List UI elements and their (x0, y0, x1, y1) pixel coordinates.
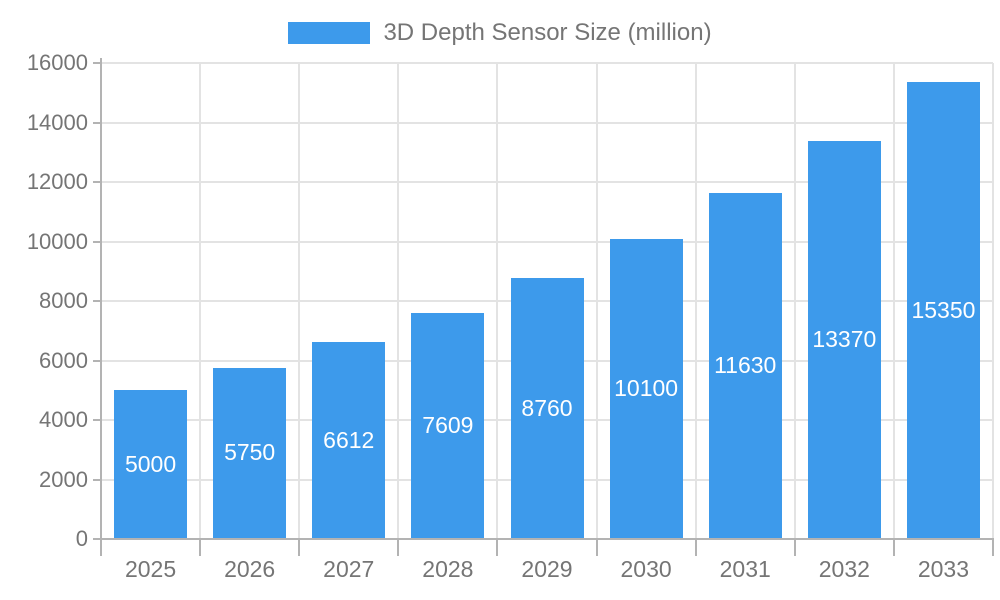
y-axis-tick (93, 538, 101, 540)
y-axis-tick (93, 240, 101, 243)
y-axis-tick (93, 359, 101, 362)
y-axis-line (100, 58, 102, 539)
x-axis-line (100, 538, 994, 540)
y-axis-tick (93, 121, 101, 124)
x-axis-tick (992, 540, 994, 556)
x-axis-tick (496, 540, 499, 556)
bar-value-label: 10100 (614, 374, 679, 401)
bar-2032[interactable]: 13370 (807, 141, 881, 538)
y-axis-tick-label: 0 (75, 526, 88, 551)
y-axis-tick (93, 478, 101, 481)
y-axis-tick (93, 181, 101, 183)
x-axis-category-label: 2028 (422, 556, 474, 582)
x-axis-tick (100, 540, 102, 556)
y-axis-tick-label: 2000 (39, 466, 88, 492)
legend-swatch-icon (288, 22, 371, 44)
x-axis-category-label: 2025 (124, 556, 177, 582)
x-axis-category-label: 2030 (620, 556, 672, 582)
x-axis-tick (793, 540, 796, 556)
y-axis-tick-label: 8000 (39, 288, 88, 313)
bar-2030[interactable]: 10100 (609, 238, 683, 538)
x-axis-tick (199, 540, 202, 556)
bar-2028[interactable]: 7609 (411, 312, 485, 538)
bar-2031[interactable]: 11630 (708, 193, 782, 538)
bar-value-label: 11630 (714, 351, 777, 378)
x-axis-tick (892, 540, 895, 556)
x-axis-category-label: 2029 (521, 556, 573, 582)
y-axis-tick (93, 62, 101, 64)
x-axis-category-label: 2031 (719, 556, 771, 582)
x-gridline (199, 63, 202, 539)
bar-value-label: 7609 (422, 411, 474, 438)
y-gridline (101, 240, 993, 243)
bar-value-label: 5750 (224, 439, 276, 466)
x-axis-category-label: 2026 (224, 556, 276, 582)
bar-2026[interactable]: 5750 (213, 367, 287, 538)
bar-value-label: 15350 (911, 296, 976, 323)
y-gridline (101, 121, 993, 124)
y-axis-tick-label: 6000 (39, 347, 88, 373)
y-axis-tick-label: 16000 (26, 50, 88, 75)
y-gridline (101, 181, 993, 183)
bar-2029[interactable]: 8760 (510, 278, 584, 538)
bar-2033[interactable]: 15350 (906, 82, 980, 538)
y-gridline (101, 62, 993, 64)
y-axis-tick-label: 14000 (26, 109, 88, 135)
y-axis-tick (93, 300, 101, 302)
bar-2025[interactable]: 5000 (114, 390, 188, 538)
y-axis-tick (93, 419, 101, 421)
x-gridline (397, 63, 400, 539)
bar-value-label: 6612 (323, 426, 375, 453)
x-gridline (595, 63, 598, 539)
x-axis-tick (595, 540, 598, 556)
x-gridline (992, 63, 994, 539)
x-axis-tick (694, 540, 697, 556)
bar-value-label: 5000 (124, 450, 177, 477)
bar-2027[interactable]: 6612 (312, 342, 386, 538)
y-axis-tick-label: 4000 (39, 407, 88, 432)
x-axis-category-label: 2033 (917, 556, 970, 582)
chart-legend: 3D Depth Sensor Size (million) (0, 19, 1000, 47)
bar-value-label: 13370 (812, 326, 877, 353)
x-axis-tick (298, 540, 301, 556)
legend-item-series[interactable]: 3D Depth Sensor Size (million) (288, 19, 712, 47)
y-axis-tick-label: 10000 (26, 228, 88, 254)
x-axis-category-label: 2027 (323, 556, 375, 582)
x-gridline (892, 63, 895, 539)
y-axis-tick-label: 12000 (26, 169, 88, 194)
legend-label: 3D Depth Sensor Size (million) (383, 19, 712, 46)
bar-value-label: 8760 (521, 394, 573, 421)
x-gridline (694, 63, 697, 539)
x-gridline (793, 63, 796, 539)
x-axis-category-label: 2032 (818, 556, 870, 582)
x-gridline (298, 63, 301, 539)
x-axis-tick (397, 540, 400, 556)
x-gridline (496, 63, 499, 539)
